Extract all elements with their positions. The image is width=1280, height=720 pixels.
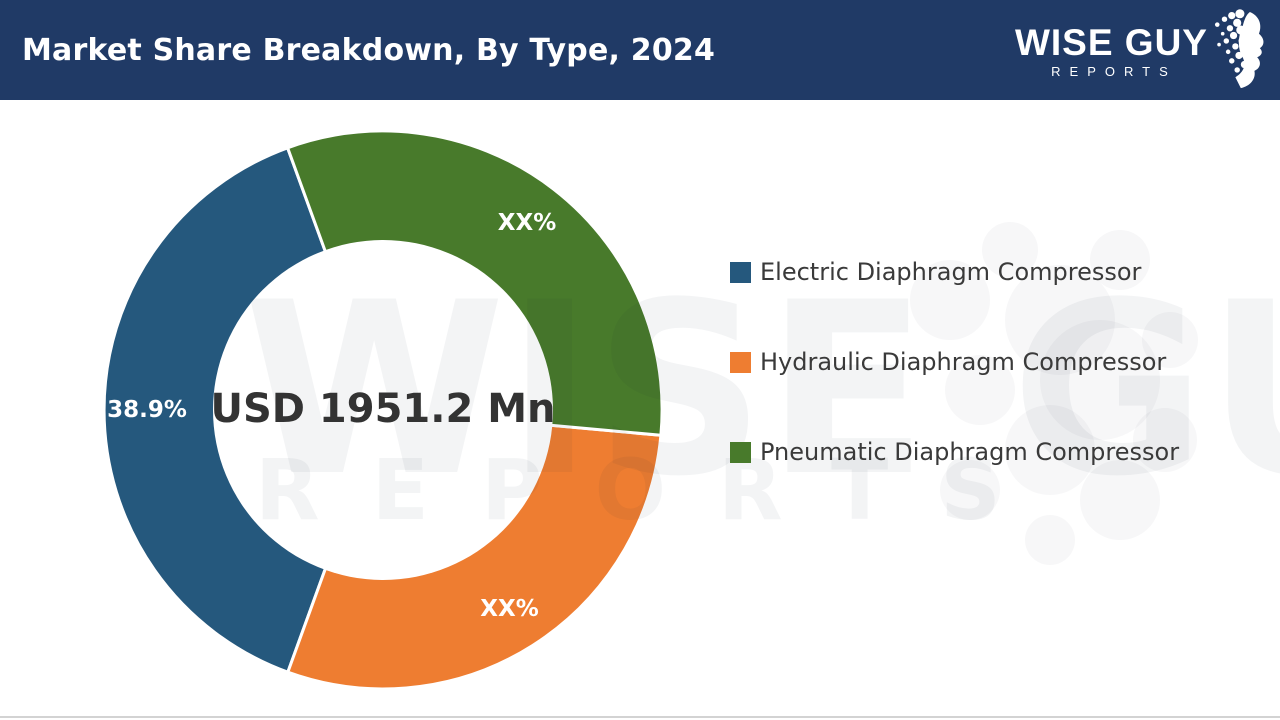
legend-item-electric: Electric Diaphragm Compressor	[730, 258, 1179, 286]
slice-label-2: XX%	[498, 210, 557, 236]
donut-chart: 38.9% XX% XX%	[102, 129, 664, 691]
legend-label-hydraulic: Hydraulic Diaphragm Compressor	[760, 348, 1167, 376]
header-bar: Market Share Breakdown, By Type, 2024 WI…	[0, 0, 1280, 100]
brand-logo-text: WISE GUY REPORTS	[1015, 22, 1208, 79]
brand-logo: WISE GUY REPORTS	[1015, 5, 1268, 95]
donut-hole	[213, 240, 553, 580]
wiseguy-face-icon	[1214, 9, 1264, 89]
brand-name: WISE GUY	[1014, 21, 1208, 63]
legend-label-electric: Electric Diaphragm Compressor	[760, 258, 1142, 286]
legend-label-pneumatic: Pneumatic Diaphragm Compressor	[760, 438, 1180, 466]
bottom-border-line	[0, 716, 1280, 718]
page-title: Market Share Breakdown, By Type, 2024	[22, 33, 716, 68]
legend-swatch-hydraulic	[730, 351, 751, 373]
brand-subtitle: REPORTS	[1051, 63, 1177, 79]
legend-item-pneumatic: Pneumatic Diaphragm Compressor	[730, 438, 1180, 466]
chart-legend: Electric Diaphragm Compressor Hydraulic …	[730, 258, 1180, 530]
legend-swatch-electric	[730, 261, 751, 283]
slice-label-1: XX%	[480, 596, 539, 622]
legend-item-hydraulic: Hydraulic Diaphragm Compressor	[730, 348, 1179, 376]
legend-swatch-pneumatic	[730, 441, 751, 463]
slice-label-0: 38.9%	[107, 397, 187, 423]
donut-center-label: USD 1951.2 Mn	[210, 386, 556, 432]
